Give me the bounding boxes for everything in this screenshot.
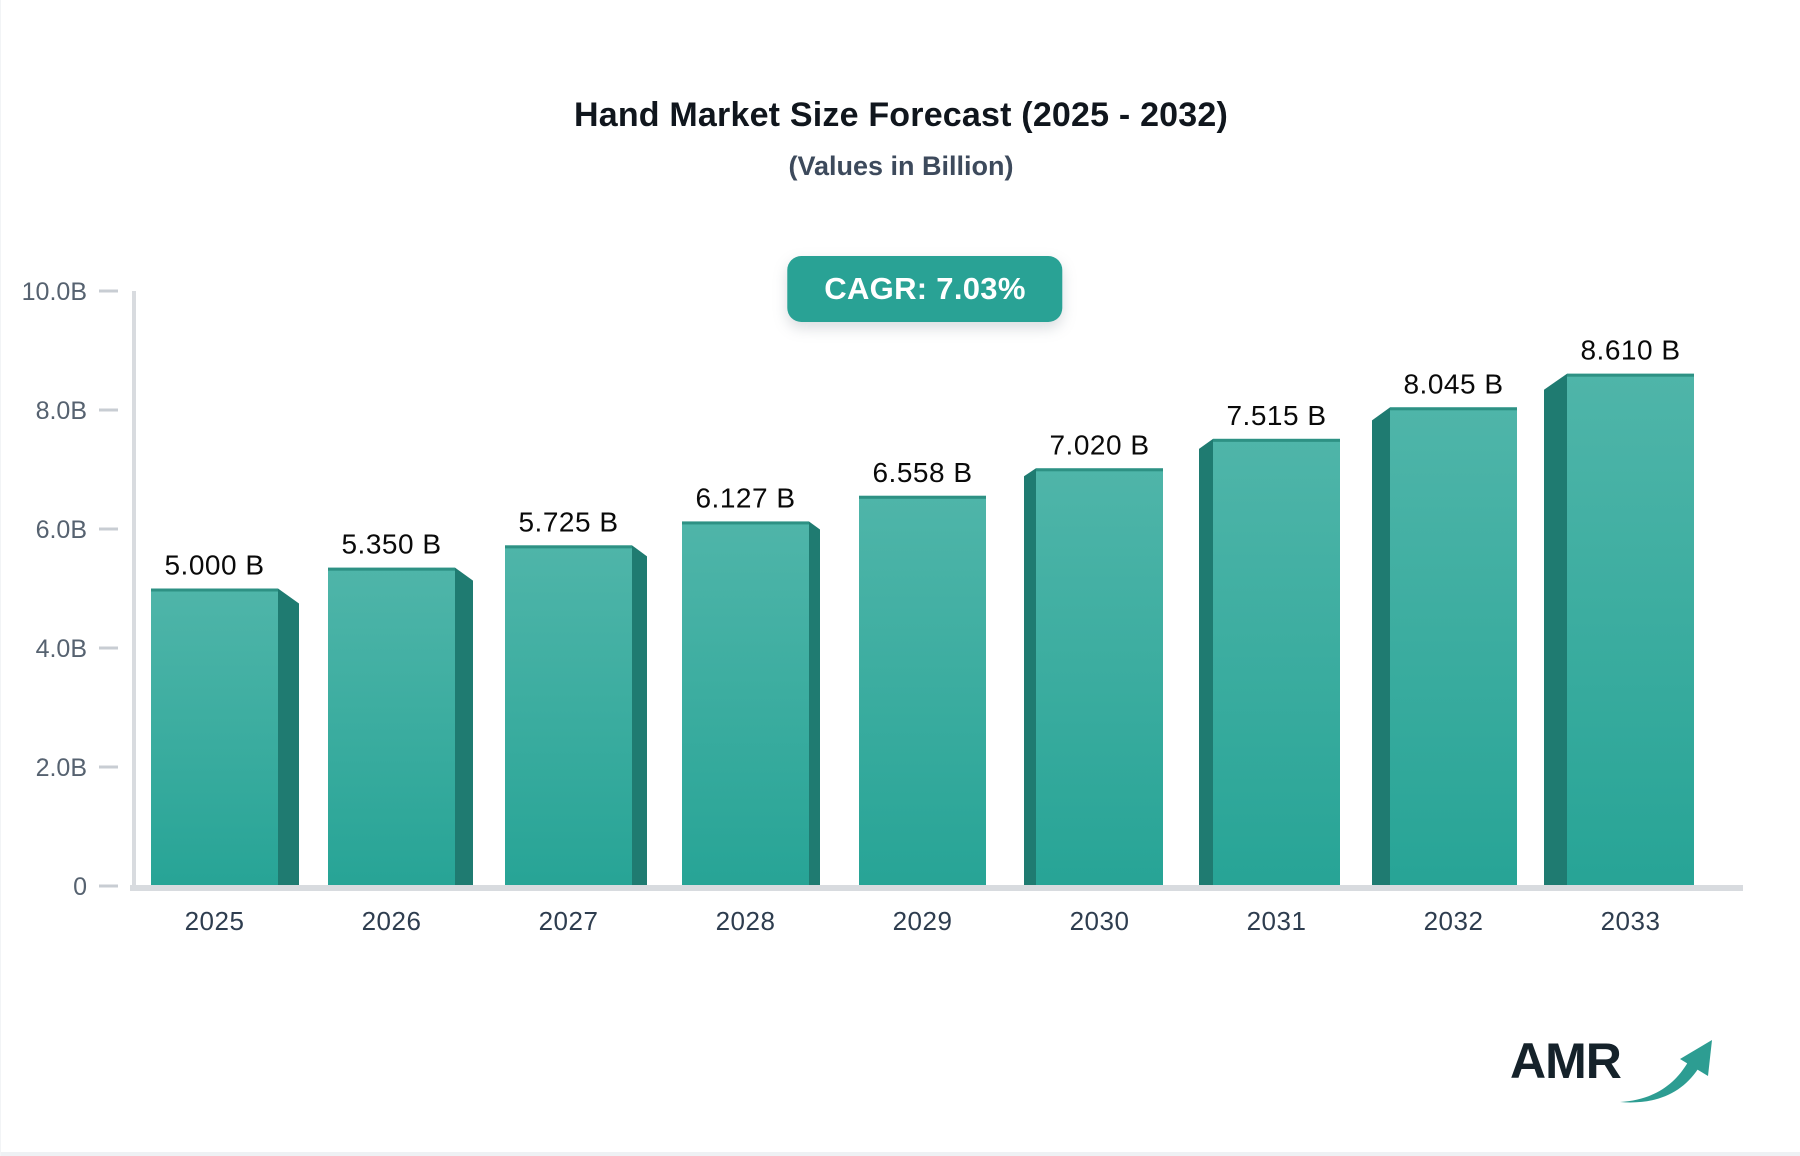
bar-side-face <box>1199 438 1213 886</box>
x-tick-label: 2029 <box>893 906 953 936</box>
bar-top-edge <box>328 567 455 571</box>
bar-side-face <box>1544 373 1567 887</box>
bar-front-face <box>1390 407 1517 886</box>
bar-value-label: 8.045 B <box>1403 368 1503 399</box>
bar-side-face <box>809 521 820 886</box>
x-tick-label: 2028 <box>716 906 776 936</box>
bar-top-edge <box>859 495 986 499</box>
bar-top-edge <box>151 588 278 592</box>
chart-subtitle: (Values in Billion) <box>788 151 1014 181</box>
bar-value-label: 5.725 B <box>518 506 618 537</box>
bar-front-face <box>682 521 809 886</box>
bar-value-label: 8.610 B <box>1580 335 1680 366</box>
x-axis-line <box>130 885 1743 891</box>
bottom-edge-strip <box>1 1152 1800 1156</box>
bar-front-face <box>1036 468 1163 886</box>
axes: 0 2.0B 4.0B 6.0B 8.0B 10.0B <box>22 278 136 901</box>
chart-title: Hand Market Size Forecast (2025 - 2032) <box>573 96 1229 134</box>
y-tick-label: 4.0B <box>36 635 87 663</box>
y-tick-label: 8.0B <box>36 397 87 425</box>
x-tick-label: 2030 <box>1070 906 1130 936</box>
cagr-badge: CAGR: 7.03% <box>787 256 1063 322</box>
y-tick-label: 6.0B <box>36 516 87 544</box>
bar-group <box>1544 373 1694 887</box>
bar-front-face <box>1567 373 1694 887</box>
bar-top-edge <box>505 545 632 549</box>
x-tick-label: 2031 <box>1247 906 1307 936</box>
amr-logo: AMR <box>1510 1014 1712 1110</box>
bar-value-label: 6.127 B <box>695 482 795 513</box>
bar-front-face <box>1213 438 1340 886</box>
bar-side-face <box>278 588 299 886</box>
y-tick-label: 10.0B <box>22 278 87 306</box>
bar-group <box>505 545 647 886</box>
bar-group <box>1372 407 1517 886</box>
labels: 5.000 B 2025 5.350 B 2026 5.725 B 2027 6.127 B… <box>164 335 1680 936</box>
bar-value-label: 6.558 B <box>872 457 972 488</box>
y-tick-label: 0 <box>73 873 87 901</box>
x-tick-label: 2025 <box>185 906 245 936</box>
x-tick-label: 2032 <box>1424 906 1484 936</box>
amr-logo-text: AMR <box>1510 1033 1622 1089</box>
bars <box>151 373 1694 887</box>
bar-side-face <box>1024 468 1036 886</box>
bar-group <box>1024 468 1163 886</box>
title-block: Hand Market Size Forecast (2025 - 2032) … <box>1 96 1800 182</box>
bar-front-face <box>328 567 455 886</box>
bar-value-label: 5.350 B <box>341 529 441 560</box>
bar-group <box>682 521 820 886</box>
y-tick-label: 2.0B <box>36 754 87 782</box>
bar-value-label: 5.000 B <box>164 550 264 581</box>
bar-top-edge <box>1390 407 1517 411</box>
bar-front-face <box>151 588 278 886</box>
bar-group <box>859 495 986 886</box>
bar-front-face <box>859 495 986 886</box>
bar-top-edge <box>1567 373 1694 377</box>
bar-top-edge <box>682 521 809 525</box>
x-tick-label: 2027 <box>539 906 599 936</box>
bar-group <box>1199 438 1340 886</box>
bar-group <box>151 588 299 886</box>
x-tick-label: 2033 <box>1601 906 1661 936</box>
growth-arrow-icon <box>1620 1040 1712 1103</box>
bar-side-face <box>632 545 647 886</box>
x-tick-label: 2026 <box>362 906 422 936</box>
bar-front-face <box>505 545 632 886</box>
bar-top-edge <box>1213 438 1340 442</box>
bar-side-face <box>455 567 473 886</box>
bar-value-label: 7.515 B <box>1226 400 1326 431</box>
bar-value-label: 7.020 B <box>1049 429 1149 460</box>
y-axis-line <box>132 291 136 891</box>
bar-top-edge <box>1036 468 1163 472</box>
bar-group <box>328 567 473 886</box>
bar-side-face <box>1372 407 1390 886</box>
x-axis-baseline <box>130 885 1743 891</box>
